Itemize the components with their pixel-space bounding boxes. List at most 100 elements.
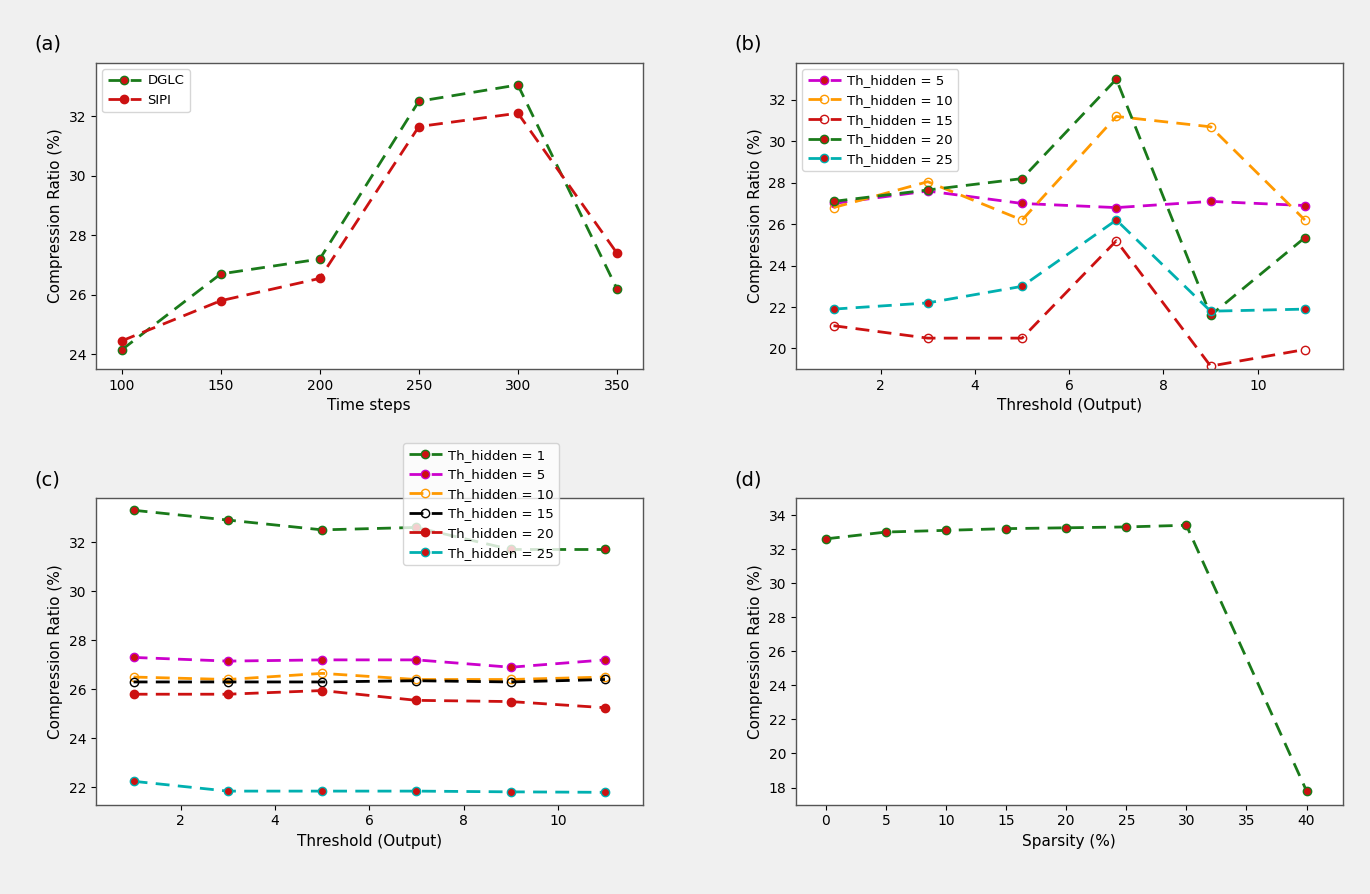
SIPI bbox=[608, 248, 625, 258]
Th_hidden = 5 bbox=[408, 654, 425, 665]
Th_hidden = 5 bbox=[503, 662, 519, 672]
Th_hidden = 20 bbox=[919, 185, 936, 196]
Th_hidden = 10 bbox=[1296, 215, 1312, 225]
DGLC bbox=[114, 344, 130, 355]
Line: Th_hidden = 20: Th_hidden = 20 bbox=[129, 687, 610, 712]
Th_hidden = 20 bbox=[1014, 173, 1030, 184]
Legend: Th_hidden = 1, Th_hidden = 5, Th_hidden = 10, Th_hidden = 15, Th_hidden = 20, Th: Th_hidden = 1, Th_hidden = 5, Th_hidden … bbox=[403, 443, 559, 565]
Line: Th_hidden = 10: Th_hidden = 10 bbox=[129, 670, 610, 684]
Th_hidden = 15 bbox=[126, 677, 142, 687]
Th_hidden = 20 bbox=[1296, 232, 1312, 243]
Th_hidden = 10 bbox=[825, 202, 841, 213]
Th_hidden = 25 bbox=[825, 304, 841, 315]
X-axis label: Sparsity (%): Sparsity (%) bbox=[1022, 834, 1117, 849]
Th_hidden = 10 bbox=[126, 671, 142, 682]
Th_hidden = 1 bbox=[219, 515, 236, 526]
Th_hidden = 25 bbox=[1203, 306, 1219, 316]
SIPI bbox=[212, 295, 229, 306]
Th_hidden = 25 bbox=[126, 776, 142, 787]
Th_hidden = 1 bbox=[503, 544, 519, 555]
Th_hidden = 20 bbox=[408, 695, 425, 705]
SIPI bbox=[114, 335, 130, 346]
Text: (c): (c) bbox=[34, 470, 60, 489]
Th_hidden = 10 bbox=[219, 674, 236, 685]
Line: Th_hidden = 15: Th_hidden = 15 bbox=[129, 675, 610, 686]
SIPI bbox=[510, 108, 526, 119]
Th_hidden = 15 bbox=[919, 333, 936, 343]
Th_hidden = 25 bbox=[314, 786, 330, 797]
Th_hidden = 10 bbox=[1108, 111, 1125, 122]
Th_hidden = 20 bbox=[126, 689, 142, 700]
Line: Th_hidden = 5: Th_hidden = 5 bbox=[829, 187, 1310, 212]
Line: Th_hidden = 25: Th_hidden = 25 bbox=[129, 777, 610, 797]
Th_hidden = 20 bbox=[825, 196, 841, 207]
Th_hidden = 15 bbox=[825, 320, 841, 331]
Th_hidden = 1 bbox=[126, 505, 142, 516]
Th_hidden = 10 bbox=[1014, 215, 1030, 225]
Th_hidden = 10 bbox=[597, 671, 614, 682]
Th_hidden = 15 bbox=[219, 677, 236, 687]
Th_hidden = 5 bbox=[126, 652, 142, 662]
Legend: DGLC, SIPI: DGLC, SIPI bbox=[103, 69, 189, 113]
DGLC bbox=[411, 96, 427, 106]
Line: SIPI: SIPI bbox=[118, 109, 621, 345]
Th_hidden = 25 bbox=[1108, 215, 1125, 225]
Th_hidden = 15 bbox=[503, 677, 519, 687]
Th_hidden = 5 bbox=[825, 198, 841, 209]
Th_hidden = 20 bbox=[314, 685, 330, 696]
Th_hidden = 10 bbox=[314, 668, 330, 679]
Y-axis label: Compression Ratio (%): Compression Ratio (%) bbox=[48, 129, 63, 303]
X-axis label: Time steps: Time steps bbox=[327, 399, 411, 414]
DGLC bbox=[608, 283, 625, 294]
X-axis label: Threshold (Output): Threshold (Output) bbox=[297, 834, 443, 849]
Th_hidden = 10 bbox=[919, 176, 936, 187]
Line: DGLC: DGLC bbox=[118, 80, 621, 354]
DGLC bbox=[510, 80, 526, 90]
Y-axis label: Compression Ratio (%): Compression Ratio (%) bbox=[748, 129, 763, 303]
Text: (b): (b) bbox=[734, 35, 762, 54]
Th_hidden = 20 bbox=[1203, 310, 1219, 321]
Line: Th_hidden = 1: Th_hidden = 1 bbox=[129, 506, 610, 553]
Th_hidden = 25 bbox=[408, 786, 425, 797]
Th_hidden = 25 bbox=[503, 787, 519, 797]
Th_hidden = 5 bbox=[597, 654, 614, 665]
Th_hidden = 10 bbox=[503, 674, 519, 685]
Th_hidden = 20 bbox=[219, 689, 236, 700]
Th_hidden = 15 bbox=[597, 674, 614, 685]
Th_hidden = 1 bbox=[597, 544, 614, 555]
Th_hidden = 20 bbox=[1108, 74, 1125, 85]
Y-axis label: Compression Ratio (%): Compression Ratio (%) bbox=[48, 564, 63, 738]
Th_hidden = 20 bbox=[503, 696, 519, 707]
Line: Th_hidden = 10: Th_hidden = 10 bbox=[829, 113, 1310, 224]
SIPI bbox=[411, 122, 427, 132]
Th_hidden = 25 bbox=[1014, 281, 1030, 291]
Th_hidden = 10 bbox=[1203, 122, 1219, 132]
Th_hidden = 10 bbox=[408, 674, 425, 685]
Th_hidden = 15 bbox=[1203, 360, 1219, 371]
Text: (a): (a) bbox=[34, 35, 62, 54]
Th_hidden = 15 bbox=[1014, 333, 1030, 343]
Th_hidden = 5 bbox=[919, 186, 936, 197]
Th_hidden = 5 bbox=[1203, 196, 1219, 207]
Th_hidden = 25 bbox=[1296, 304, 1312, 315]
Th_hidden = 1 bbox=[408, 522, 425, 533]
DGLC bbox=[311, 254, 327, 265]
Line: Th_hidden = 25: Th_hidden = 25 bbox=[829, 215, 1310, 316]
Y-axis label: Compression Ratio (%): Compression Ratio (%) bbox=[748, 564, 763, 738]
Th_hidden = 5 bbox=[219, 655, 236, 666]
Th_hidden = 25 bbox=[597, 787, 614, 797]
Th_hidden = 5 bbox=[1296, 200, 1312, 211]
Th_hidden = 1 bbox=[314, 525, 330, 536]
Text: (d): (d) bbox=[734, 470, 762, 489]
Legend: Th_hidden = 5, Th_hidden = 10, Th_hidden = 15, Th_hidden = 20, Th_hidden = 25: Th_hidden = 5, Th_hidden = 10, Th_hidden… bbox=[803, 69, 958, 171]
Th_hidden = 25 bbox=[219, 786, 236, 797]
DGLC bbox=[212, 268, 229, 279]
Th_hidden = 15 bbox=[314, 677, 330, 687]
Th_hidden = 15 bbox=[408, 675, 425, 686]
Th_hidden = 15 bbox=[1108, 235, 1125, 246]
Line: Th_hidden = 15: Th_hidden = 15 bbox=[829, 237, 1310, 370]
Line: Th_hidden = 5: Th_hidden = 5 bbox=[129, 654, 610, 671]
Th_hidden = 20 bbox=[597, 703, 614, 713]
Th_hidden = 25 bbox=[919, 298, 936, 308]
SIPI bbox=[311, 273, 327, 283]
